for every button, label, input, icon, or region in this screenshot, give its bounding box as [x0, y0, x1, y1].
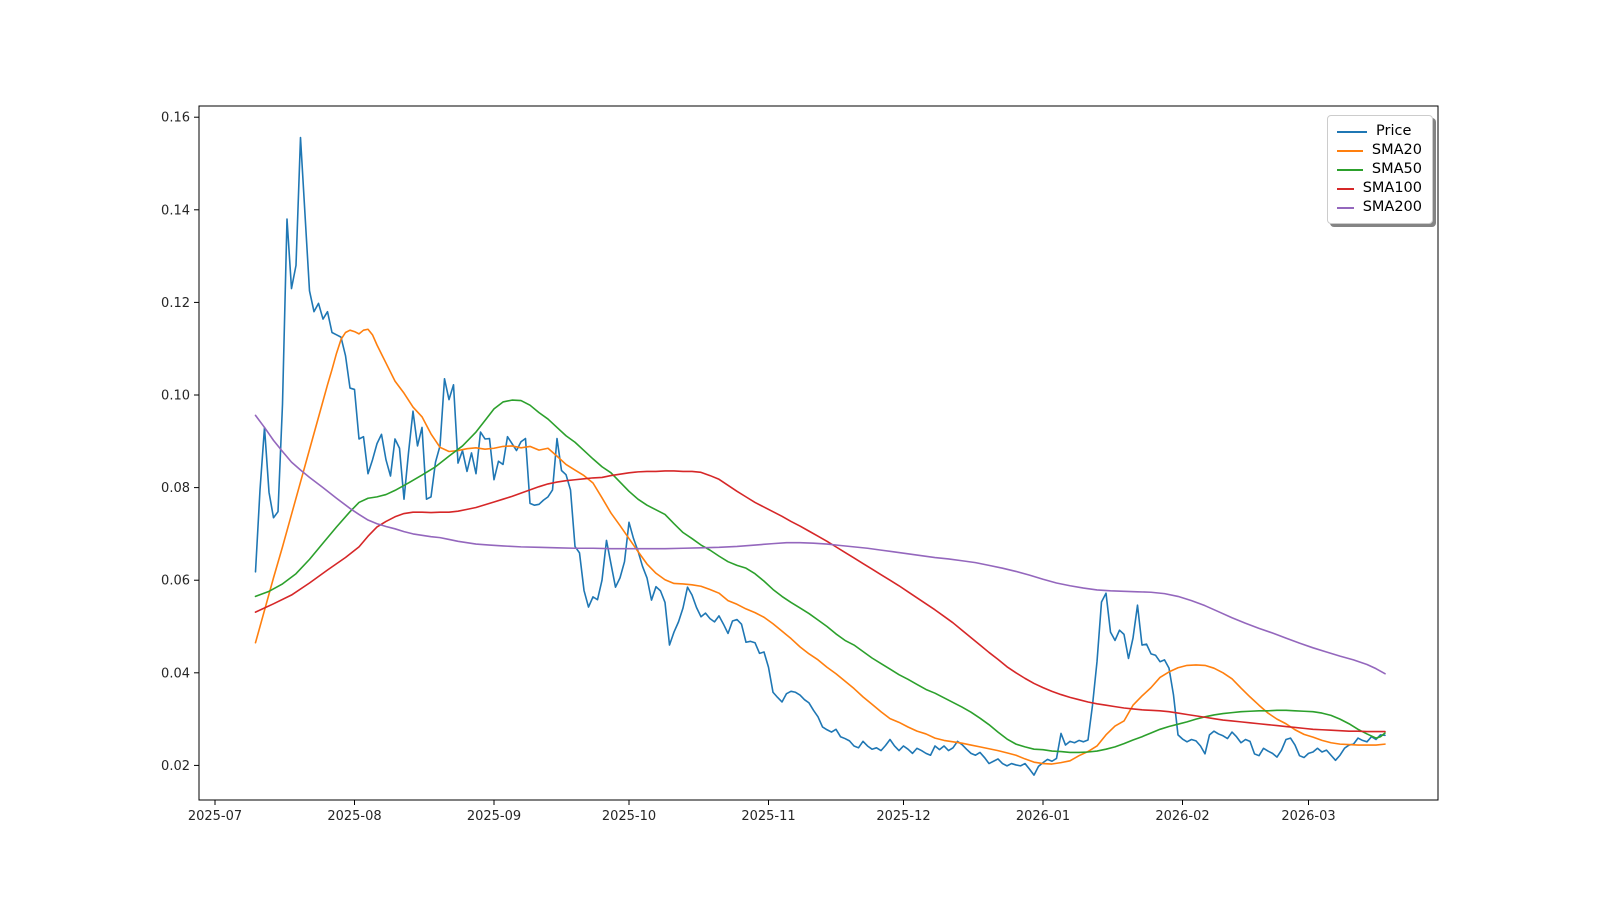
legend-line-sample-sma200 — [1337, 206, 1354, 209]
x-tick-label: 2025-07 — [188, 809, 242, 824]
y-tick-label: 0.08 — [161, 481, 190, 496]
series-line-sma100 — [254, 470, 1386, 733]
legend-label: Price — [1376, 123, 1412, 140]
legend-item-sma50[interactable]: SMA50 — [1337, 160, 1422, 179]
legend-line-sample-sma20 — [1337, 149, 1363, 152]
plot-frame — [198, 105, 1439, 801]
y-tick-label: 0.14 — [161, 203, 190, 218]
x-tick-label: 2026-01 — [1016, 809, 1070, 824]
x-tick-label: 2026-02 — [1155, 809, 1209, 824]
x-tick-label: 2025-11 — [741, 809, 795, 824]
x-tick-label: 2025-08 — [327, 809, 381, 824]
y-tick-label: 0.06 — [161, 574, 190, 589]
y-tick-label: 0.16 — [161, 111, 190, 126]
series-line-sma50 — [254, 399, 1386, 754]
legend-label: SMA200 — [1362, 199, 1422, 216]
y-tick-label: 0.12 — [161, 296, 190, 311]
legend-item-sma200[interactable]: SMA200 — [1337, 198, 1422, 217]
series-line-sma20 — [254, 328, 1386, 765]
legend-item-price[interactable]: Price — [1337, 122, 1422, 141]
y-tick-label: 0.10 — [161, 389, 190, 404]
legend-line-sample-sma50 — [1337, 168, 1363, 171]
legend-label: SMA100 — [1362, 180, 1422, 197]
series-line-sma200 — [254, 414, 1386, 675]
legend-line-sample-sma100 — [1337, 187, 1354, 190]
y-tick-label: 0.02 — [161, 759, 190, 774]
legend[interactable]: Price SMA20 SMA50 SMA100 SMA200 — [1327, 115, 1433, 224]
x-tick-label: 2025-10 — [602, 809, 656, 824]
x-tick-label: 2025-12 — [876, 809, 930, 824]
legend-line-sample-price — [1337, 130, 1367, 133]
legend-label: SMA20 — [1371, 142, 1422, 159]
series-line-price — [254, 136, 1386, 776]
x-tick-label: 2026-03 — [1281, 809, 1335, 824]
y-tick-label: 0.04 — [161, 666, 190, 681]
x-tick-label: 2025-09 — [467, 809, 521, 824]
legend-item-sma100[interactable]: SMA100 — [1337, 179, 1422, 198]
legend-item-sma20[interactable]: SMA20 — [1337, 141, 1422, 160]
legend-label: SMA50 — [1371, 161, 1422, 178]
